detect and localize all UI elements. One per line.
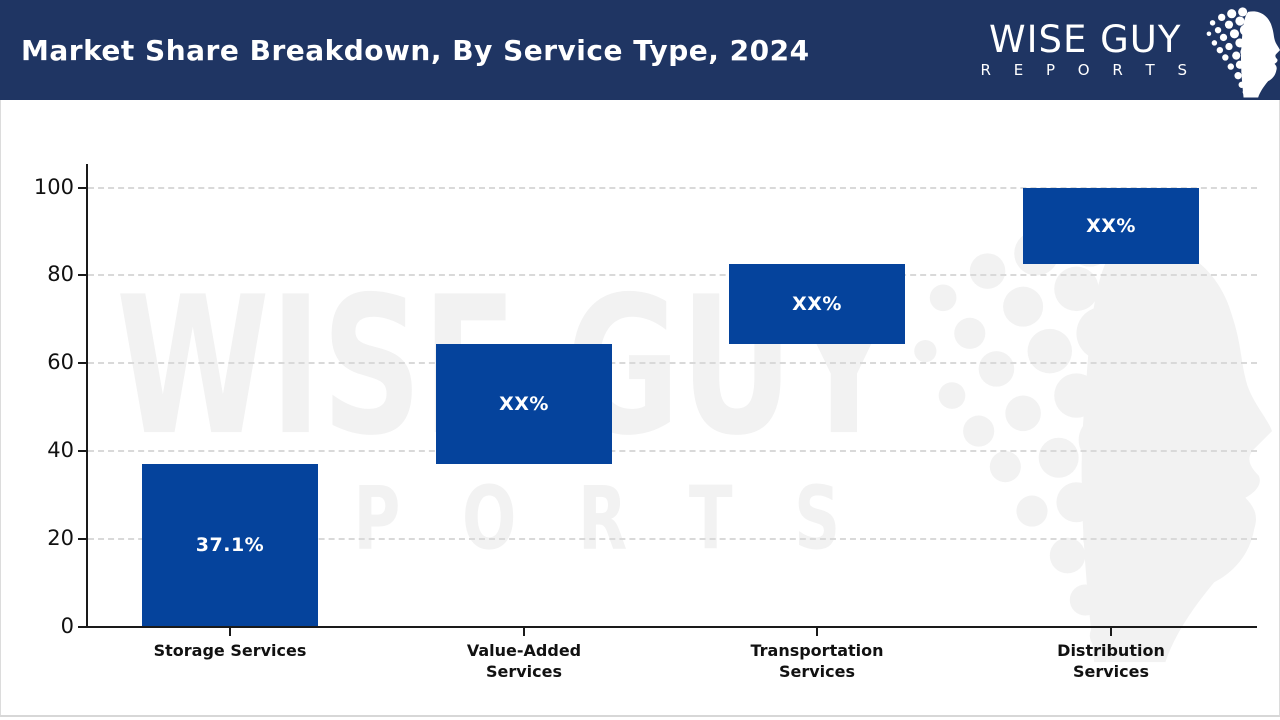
x-tickmark-1 <box>523 628 525 636</box>
bar-distribution-services: XX% <box>1023 187 1199 264</box>
y-tick-label-20: 20 <box>47 526 74 551</box>
header: Market Share Breakdown, By Service Type,… <box>0 0 1280 100</box>
x-axis-label-0: Storage Services <box>153 641 307 660</box>
logo-wordmark: WISE GUY <box>989 18 1182 61</box>
x-axis-label-3: Distribution Services <box>1057 641 1165 681</box>
y-tick-label-80: 80 <box>47 262 74 287</box>
bar-storage-services: 37.1% <box>142 463 318 627</box>
bar-value-label: XX% <box>1086 214 1136 237</box>
x-tickmark-3 <box>1110 628 1112 636</box>
y-tickmark-60 <box>78 362 87 365</box>
x-axis-label-1: Value-Added Services <box>466 641 582 681</box>
y-axis-spine <box>86 164 88 628</box>
y-tick-label-100: 100 <box>33 174 74 199</box>
page-title: Market Share Breakdown, By Service Type,… <box>21 33 810 67</box>
y-tickmark-0 <box>78 626 87 628</box>
gridline-60 <box>88 362 1257 365</box>
y-tickmark-80 <box>78 274 87 277</box>
x-tickmark-2 <box>816 628 818 636</box>
y-tick-label-0: 0 <box>60 614 74 638</box>
bar-transportation-services: XX% <box>729 263 905 345</box>
y-tickmark-100 <box>78 186 87 189</box>
bottom-border <box>0 715 1280 717</box>
bar-value-label: XX% <box>499 393 549 416</box>
y-tick-label-60: 60 <box>47 350 74 375</box>
wiseguy-logo-text: WISE GUY R E P O R T S <box>975 18 1196 80</box>
x-axis-spine <box>86 626 1257 628</box>
bar-value-label: XX% <box>792 292 842 315</box>
y-tick-label-40: 40 <box>47 438 74 463</box>
x-tickmark-0 <box>229 628 231 636</box>
bar-value-added-services: XX% <box>436 344 612 464</box>
wiseguy-logo: WISE GUY R E P O R T S <box>975 0 1280 100</box>
bar-value-label: 37.1% <box>195 534 265 557</box>
logo-subtext: R E P O R T S <box>980 61 1196 79</box>
left-border <box>0 100 1 716</box>
y-tickmark-20 <box>78 538 87 541</box>
y-tickmark-40 <box>78 450 87 453</box>
gridline-100 <box>88 186 1257 189</box>
gridline-20 <box>88 538 1257 541</box>
gridline-40 <box>88 450 1257 453</box>
gridline-80 <box>88 274 1257 277</box>
x-axis-label-2: Transportation Services <box>750 641 884 681</box>
